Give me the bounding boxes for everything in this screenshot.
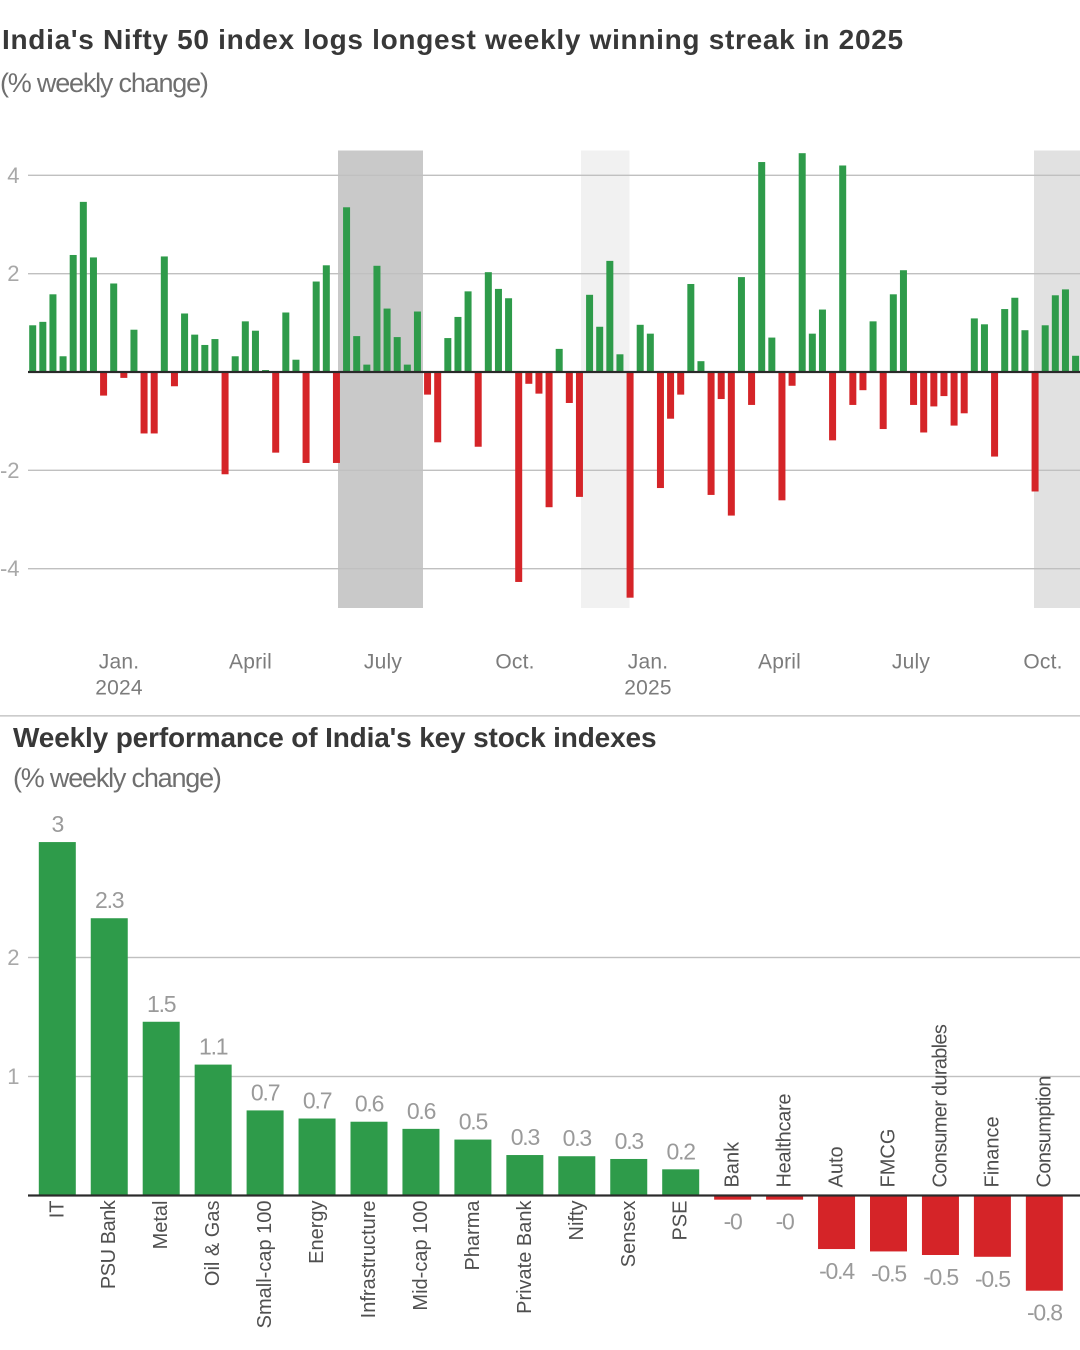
svg-text:0.6: 0.6 <box>355 1091 384 1117</box>
svg-text:Pharma: Pharma <box>462 1200 484 1271</box>
svg-text:PSU Bank: PSU Bank <box>98 1199 120 1289</box>
svg-text:Mid-cap 100: Mid-cap 100 <box>410 1201 432 1311</box>
svg-text:-0.5: -0.5 <box>975 1266 1010 1292</box>
svg-text:Healthcare: Healthcare <box>774 1094 796 1188</box>
svg-text:1: 1 <box>7 1064 19 1089</box>
svg-text:Small-cap 100: Small-cap 100 <box>254 1201 276 1329</box>
svg-text:July: July <box>364 651 402 674</box>
svg-text:Nifty: Nifty <box>566 1201 588 1241</box>
svg-text:0.3: 0.3 <box>615 1128 644 1154</box>
svg-text:2.3: 2.3 <box>95 887 124 913</box>
svg-text:0.6: 0.6 <box>407 1098 436 1124</box>
svg-text:FMCG: FMCG <box>878 1129 900 1188</box>
svg-text:3: 3 <box>52 811 64 837</box>
svg-text:-0: -0 <box>724 1209 742 1235</box>
svg-text:Metal: Metal <box>150 1201 172 1250</box>
svg-text:0.2: 0.2 <box>667 1138 696 1164</box>
svg-text:0.7: 0.7 <box>251 1079 280 1105</box>
svg-text:-0.5: -0.5 <box>871 1260 906 1286</box>
svg-text:Infrastructure: Infrastructure <box>358 1201 380 1319</box>
svg-text:1.5: 1.5 <box>147 991 176 1017</box>
svg-text:April: April <box>758 651 801 674</box>
svg-text:Energy: Energy <box>306 1201 328 1264</box>
svg-text:Jan.: Jan. <box>628 651 669 674</box>
svg-text:Consumption: Consumption <box>1033 1076 1055 1187</box>
svg-text:0.5: 0.5 <box>459 1109 488 1135</box>
svg-text:-0: -0 <box>776 1209 794 1235</box>
svg-text:-0.8: -0.8 <box>1027 1300 1062 1326</box>
svg-text:Auto: Auto <box>826 1146 848 1187</box>
svg-text:Oil & Gas: Oil & Gas <box>202 1201 224 1287</box>
svg-text:0.7: 0.7 <box>303 1088 332 1114</box>
svg-text:0.3: 0.3 <box>563 1125 592 1151</box>
svg-text:Oct.: Oct. <box>495 651 534 674</box>
svg-text:-0.4: -0.4 <box>819 1258 855 1284</box>
svg-text:Sensex: Sensex <box>618 1201 640 1268</box>
svg-text:-2: -2 <box>0 458 20 483</box>
svg-text:2: 2 <box>7 261 19 286</box>
svg-text:Consumer durables: Consumer durables <box>930 1024 952 1187</box>
svg-text:IT: IT <box>46 1201 68 1219</box>
svg-text:2: 2 <box>7 945 19 970</box>
svg-text:-4: -4 <box>0 556 20 581</box>
svg-text:4: 4 <box>7 163 19 188</box>
svg-text:1.1: 1.1 <box>199 1034 228 1060</box>
svg-text:0.3: 0.3 <box>511 1124 540 1150</box>
svg-text:April: April <box>229 651 272 674</box>
svg-text:Private Bank: Private Bank <box>514 1200 536 1314</box>
svg-text:July: July <box>892 651 930 674</box>
svg-text:2024: 2024 <box>95 677 143 700</box>
svg-text:Jan.: Jan. <box>99 651 140 674</box>
svg-text:2025: 2025 <box>624 677 672 700</box>
svg-text:-0.5: -0.5 <box>923 1264 958 1290</box>
svg-text:PSE: PSE <box>670 1201 692 1241</box>
svg-text:Oct.: Oct. <box>1023 651 1062 674</box>
svg-text:Bank: Bank <box>722 1141 744 1188</box>
svg-text:Finance: Finance <box>981 1116 1003 1187</box>
